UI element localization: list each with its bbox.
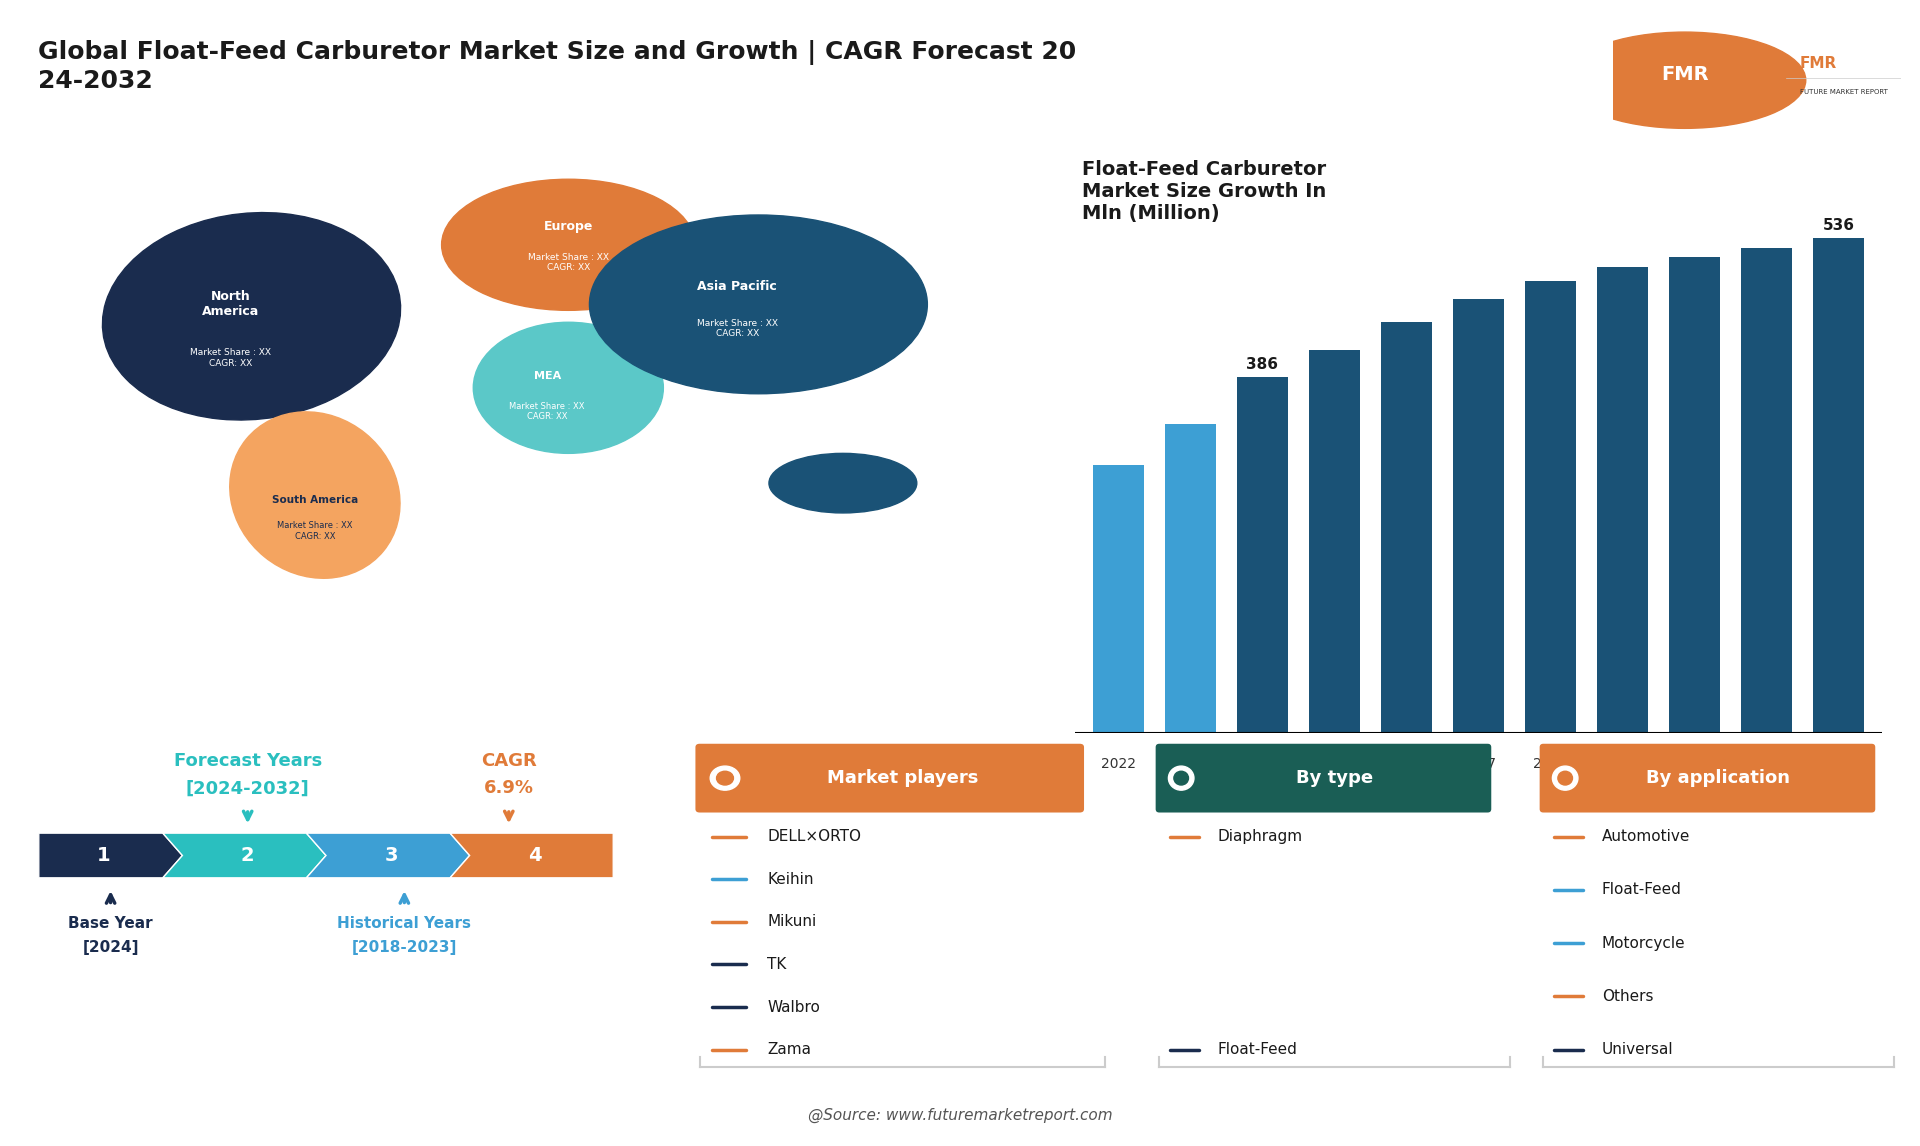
- Text: Historical Years: Historical Years: [338, 916, 470, 931]
- Text: Market Share : XX
CAGR: XX: Market Share : XX CAGR: XX: [190, 348, 271, 368]
- Text: 2030: 2030: [1676, 756, 1713, 770]
- Text: Motorcycle: Motorcycle: [1601, 935, 1686, 951]
- Text: 2023: 2023: [1173, 756, 1208, 770]
- Text: Global Float-Feed Carburetor Market Size and Growth | CAGR Forecast 20
24-2032: Global Float-Feed Carburetor Market Size…: [38, 40, 1077, 93]
- Text: Market Share : XX
CAGR: XX: Market Share : XX CAGR: XX: [509, 402, 586, 422]
- Bar: [1309, 350, 1359, 733]
- Bar: [1812, 238, 1864, 733]
- Bar: [1380, 322, 1432, 733]
- Circle shape: [1173, 771, 1188, 785]
- Text: DELL×ORTO: DELL×ORTO: [768, 829, 862, 845]
- FancyBboxPatch shape: [695, 744, 1085, 813]
- Text: MEA: MEA: [534, 371, 561, 380]
- Text: 536: 536: [1822, 219, 1855, 234]
- Text: Asia Pacific: Asia Pacific: [697, 280, 778, 293]
- Text: 2029: 2029: [1605, 756, 1640, 770]
- Bar: [1524, 281, 1576, 733]
- Text: Europe: Europe: [543, 220, 593, 234]
- Ellipse shape: [442, 179, 695, 311]
- Ellipse shape: [474, 322, 664, 454]
- Text: 2: 2: [240, 846, 255, 865]
- Text: 3: 3: [384, 846, 397, 865]
- Text: FMR: FMR: [1801, 55, 1837, 71]
- Polygon shape: [307, 833, 470, 878]
- Text: TK: TK: [768, 957, 787, 972]
- Circle shape: [710, 766, 739, 791]
- Text: 2025: 2025: [1317, 756, 1352, 770]
- Text: Others: Others: [1601, 989, 1653, 1004]
- Text: Market Share : XX
CAGR: XX: Market Share : XX CAGR: XX: [528, 253, 609, 273]
- Text: Base Year: Base Year: [69, 916, 154, 931]
- Text: [2024]: [2024]: [83, 940, 138, 955]
- Circle shape: [1557, 771, 1572, 785]
- Text: 386: 386: [1246, 358, 1279, 372]
- Text: 4: 4: [528, 846, 541, 865]
- Text: 2031: 2031: [1749, 756, 1784, 770]
- Text: FUTURE MARKET REPORT: FUTURE MARKET REPORT: [1801, 88, 1887, 95]
- Bar: [1741, 249, 1791, 733]
- Ellipse shape: [589, 215, 927, 394]
- Bar: [1236, 377, 1288, 733]
- Text: 1: 1: [98, 846, 111, 865]
- Text: 2022: 2022: [1100, 756, 1137, 770]
- Text: 6.9%: 6.9%: [484, 779, 534, 798]
- Polygon shape: [163, 833, 326, 878]
- Text: 2032: 2032: [1820, 756, 1857, 770]
- Text: Mikuni: Mikuni: [768, 915, 816, 929]
- Text: Float-Feed Carburetor
Market Size Growth In
Mln (Million): Float-Feed Carburetor Market Size Growth…: [1083, 160, 1327, 223]
- Text: CAGR: CAGR: [480, 752, 538, 770]
- Circle shape: [716, 771, 733, 785]
- Ellipse shape: [102, 212, 401, 421]
- Text: [2024-2032]: [2024-2032]: [186, 779, 309, 798]
- Ellipse shape: [230, 411, 399, 579]
- Text: South America: South America: [273, 495, 357, 505]
- Bar: [1668, 257, 1720, 733]
- Circle shape: [1563, 32, 1805, 128]
- Text: Diaphragm: Diaphragm: [1217, 829, 1304, 845]
- Bar: [1453, 299, 1503, 733]
- FancyBboxPatch shape: [1156, 744, 1492, 813]
- Text: By application: By application: [1647, 769, 1789, 787]
- Text: Zama: Zama: [768, 1042, 812, 1058]
- Text: Automotive: Automotive: [1601, 829, 1690, 845]
- Text: Market Share : XX
CAGR: XX: Market Share : XX CAGR: XX: [276, 521, 353, 541]
- Text: Universal: Universal: [1601, 1042, 1674, 1058]
- Text: @Source: www.futuremarketreport.com: @Source: www.futuremarketreport.com: [808, 1108, 1112, 1123]
- Text: Market Share : XX
CAGR: XX: Market Share : XX CAGR: XX: [697, 319, 778, 338]
- Polygon shape: [38, 833, 182, 878]
- Ellipse shape: [768, 454, 918, 513]
- Text: Keihin: Keihin: [768, 872, 814, 887]
- Text: North
America: North America: [202, 290, 259, 319]
- Text: 2027: 2027: [1461, 756, 1496, 770]
- Text: Forecast Years: Forecast Years: [173, 752, 323, 770]
- Text: By type: By type: [1296, 769, 1373, 787]
- FancyBboxPatch shape: [1540, 744, 1876, 813]
- Text: 2024: 2024: [1244, 756, 1281, 770]
- Bar: [1597, 267, 1647, 733]
- Text: Float-Feed: Float-Feed: [1601, 882, 1682, 897]
- Bar: [1092, 465, 1144, 733]
- Bar: [1165, 424, 1215, 733]
- Polygon shape: [449, 833, 612, 878]
- Circle shape: [1553, 766, 1578, 791]
- Text: [2018-2023]: [2018-2023]: [351, 940, 457, 955]
- Circle shape: [1169, 766, 1194, 791]
- Text: 2026: 2026: [1388, 756, 1425, 770]
- Text: 2028: 2028: [1532, 756, 1569, 770]
- Text: Market players: Market players: [828, 769, 977, 787]
- Text: Walbro: Walbro: [768, 999, 820, 1014]
- Text: Float-Feed: Float-Feed: [1217, 1042, 1298, 1058]
- Text: FMR: FMR: [1661, 65, 1709, 84]
